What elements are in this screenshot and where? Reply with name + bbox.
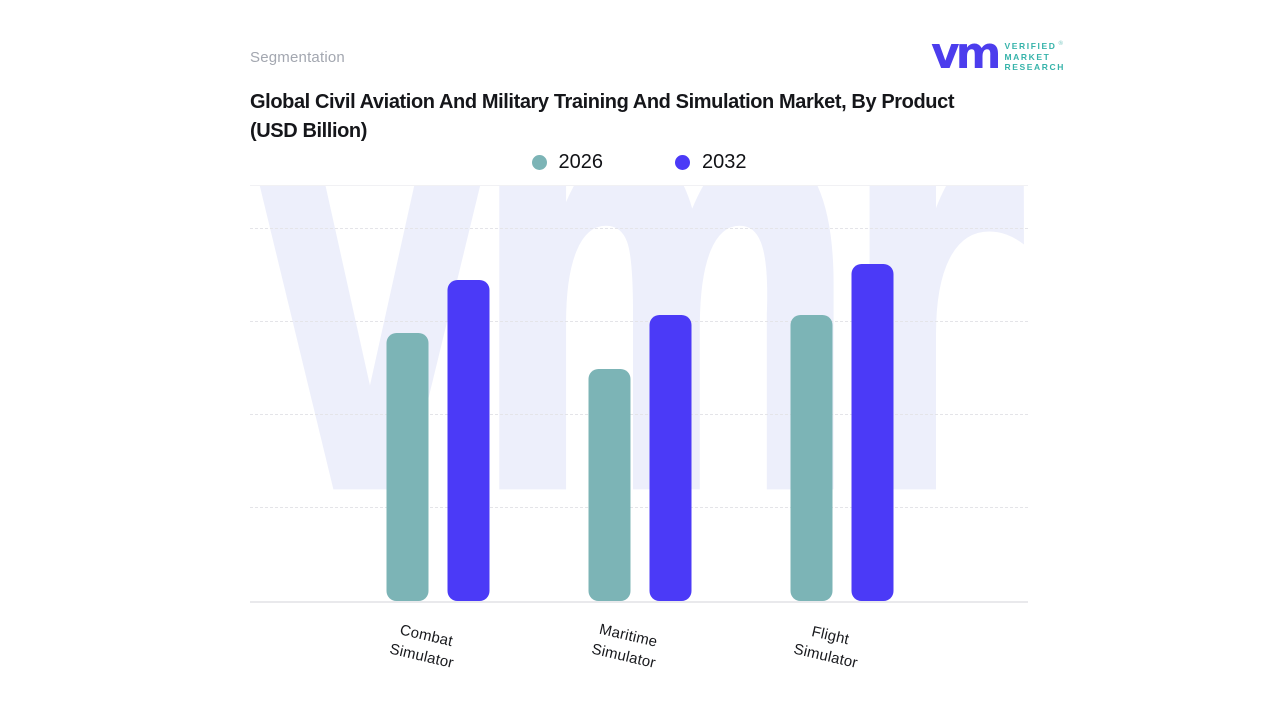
chart-title: Global Civil Aviation And Military Train… bbox=[250, 88, 1050, 146]
legend-swatch-2032 bbox=[675, 154, 690, 170]
gridline bbox=[250, 320, 1028, 322]
logo-line-research: RESEARCH bbox=[1004, 62, 1065, 73]
legend-label-2032: 2032 bbox=[702, 150, 747, 173]
bar-2032-flight-simulator bbox=[851, 264, 894, 601]
x-axis-labels: Combat Simulator Maritime Simulator Flight Si… bbox=[250, 603, 1028, 713]
vmr-logo-text: VERIFIED ® MARKET RESEARCH bbox=[1004, 41, 1065, 73]
legend-item-2026: 2026 bbox=[531, 150, 604, 174]
x-axis-label-combat-simulator: Combat Simulator bbox=[388, 621, 456, 672]
header: Segmentation vm VERIFIED ® MARKET RESEARC… bbox=[250, 28, 1065, 80]
vmr-logo: vm VERIFIED ® MARKET RESEARCH bbox=[930, 28, 1065, 80]
legend-swatch-2026 bbox=[531, 154, 547, 170]
chart-title-line-2: (USD Billion) bbox=[250, 120, 368, 142]
vmr-watermark: vmr bbox=[250, 186, 1025, 585]
vmr-logo-mark-icon: vm bbox=[930, 28, 1002, 80]
segmentation-label: Segmentation bbox=[250, 48, 345, 66]
bar-group-maritime-simulator bbox=[588, 186, 692, 601]
plot-area: vmr bbox=[250, 185, 1028, 603]
bar-2032-maritime-simulator bbox=[649, 315, 692, 601]
bar-group-flight-simulator bbox=[790, 186, 894, 601]
chart-title-line-1: Global Civil Aviation And Military Train… bbox=[250, 91, 955, 113]
bar-group-combat-simulator bbox=[386, 186, 490, 601]
legend-label-2026: 2026 bbox=[558, 150, 604, 173]
bar-2032-combat-simulator bbox=[447, 279, 490, 601]
bar-2026-flight-simulator bbox=[790, 315, 833, 601]
gridline bbox=[250, 506, 1028, 508]
x-axis-label-flight-simulator: Flight Simulator bbox=[792, 623, 860, 672]
logo-line-market: MARKET bbox=[1004, 51, 1051, 62]
bar-2026-combat-simulator bbox=[386, 333, 429, 601]
logo-line-verified: VERIFIED ® bbox=[1004, 40, 1065, 51]
legend-item-2032: 2032 bbox=[675, 151, 747, 174]
gridline bbox=[250, 413, 1028, 415]
registered-mark-icon: ® bbox=[1058, 40, 1065, 47]
legend: 2026 2032 bbox=[250, 147, 1028, 177]
gridline bbox=[250, 227, 1028, 229]
bar-2026-maritime-simulator bbox=[588, 369, 631, 601]
x-axis-label-maritime-simulator: Maritime Simulator bbox=[589, 620, 659, 672]
